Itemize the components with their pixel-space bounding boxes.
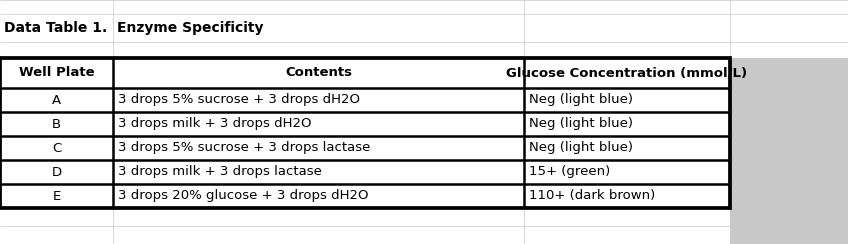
Bar <box>0 58 730 208</box>
Bar <box>0 14 848 42</box>
Bar <box>0 208 730 244</box>
Text: Data Table 1.  Enzyme Specificity: Data Table 1. Enzyme Specificity <box>4 21 264 35</box>
Text: 3 drops milk + 3 drops lactase: 3 drops milk + 3 drops lactase <box>118 165 322 179</box>
Text: A: A <box>52 93 61 106</box>
Text: Neg (light blue): Neg (light blue) <box>529 118 633 131</box>
Text: 110+ (dark brown): 110+ (dark brown) <box>529 190 656 203</box>
Bar <box>0 184 730 208</box>
Bar <box>0 160 730 184</box>
Text: Glucose Concentration (mmol/L): Glucose Concentration (mmol/L) <box>506 67 748 80</box>
Bar <box>0 88 730 112</box>
Text: 3 drops 5% sucrose + 3 drops lactase: 3 drops 5% sucrose + 3 drops lactase <box>118 142 371 154</box>
Text: Contents: Contents <box>285 67 352 80</box>
Bar <box>0 42 848 58</box>
Text: Neg (light blue): Neg (light blue) <box>529 93 633 106</box>
Bar <box>0 58 730 88</box>
Bar <box>0 112 730 136</box>
Text: B: B <box>52 118 61 131</box>
Text: E: E <box>53 190 60 203</box>
Text: 15+ (green): 15+ (green) <box>529 165 611 179</box>
Text: 3 drops 20% glucose + 3 drops dH2O: 3 drops 20% glucose + 3 drops dH2O <box>118 190 369 203</box>
Text: 3 drops 5% sucrose + 3 drops dH2O: 3 drops 5% sucrose + 3 drops dH2O <box>118 93 360 106</box>
Text: Well Plate: Well Plate <box>19 67 94 80</box>
Text: Neg (light blue): Neg (light blue) <box>529 142 633 154</box>
Text: 3 drops milk + 3 drops dH2O: 3 drops milk + 3 drops dH2O <box>118 118 311 131</box>
Bar <box>0 136 730 160</box>
Text: D: D <box>52 165 62 179</box>
Text: C: C <box>52 142 61 154</box>
Bar <box>0 0 848 14</box>
